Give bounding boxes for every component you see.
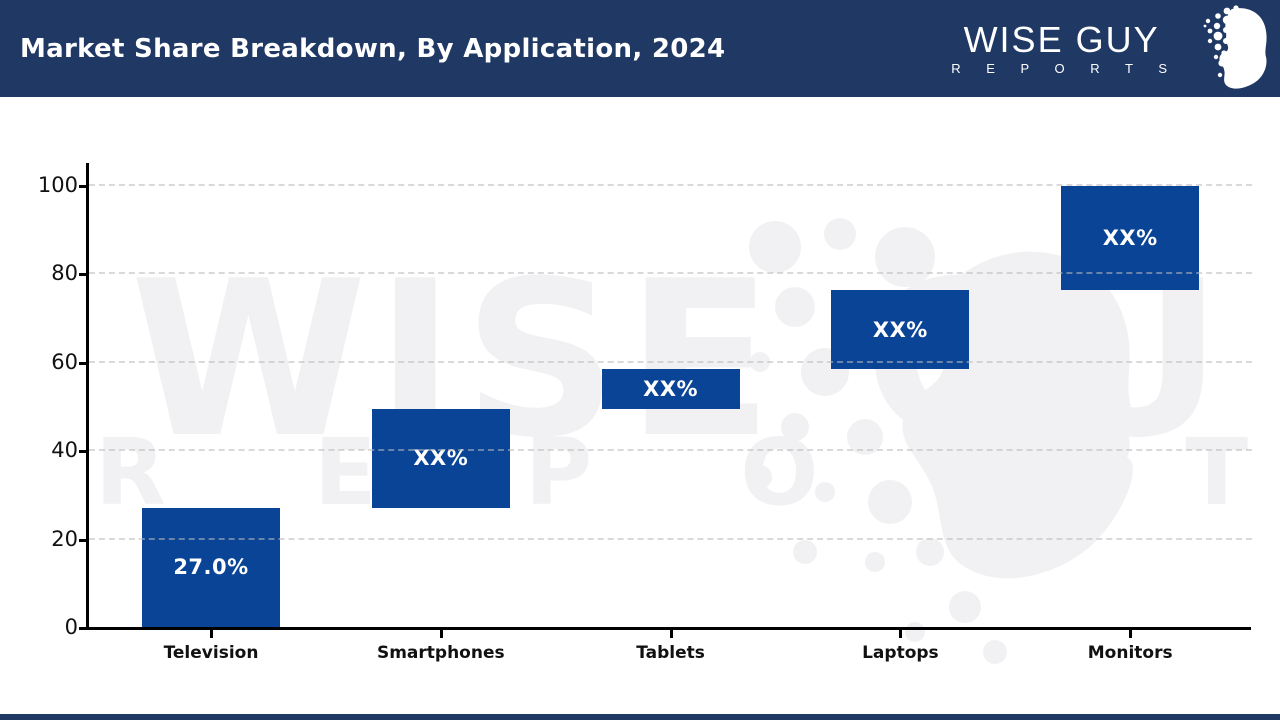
x-axis-line bbox=[86, 627, 1251, 630]
x-tick-mark bbox=[439, 630, 443, 638]
bar-smartphones: XX% bbox=[371, 409, 510, 508]
watermark-subtitle: R E P O R T S bbox=[95, 419, 1280, 526]
header-band: Market Share Breakdown, By Application, … bbox=[0, 0, 1280, 97]
y-tick-label: 40 bbox=[51, 438, 78, 463]
y-tick-label: 60 bbox=[51, 349, 78, 374]
logo-wordmark: WISE GUY bbox=[963, 19, 1160, 60]
y-tick-mark bbox=[79, 185, 86, 188]
y-tick-mark bbox=[79, 538, 86, 542]
x-category-label: Smartphones bbox=[376, 643, 505, 663]
bar-value-label: XX% bbox=[1102, 225, 1158, 250]
bar-monitors: XX% bbox=[1061, 185, 1200, 290]
gridline-y-40 bbox=[89, 449, 1252, 452]
gridline-y-60 bbox=[89, 360, 1252, 363]
y-tick-mark bbox=[79, 273, 86, 277]
y-tick-label: 20 bbox=[51, 526, 78, 551]
y-axis-line bbox=[86, 163, 89, 630]
x-tick-mark bbox=[669, 630, 673, 638]
bar-value-label: XX% bbox=[643, 376, 699, 401]
chart-canvas: WISE GU R E P O R T S 02040608010027.0%T… bbox=[0, 97, 1280, 714]
x-tick-mark bbox=[1129, 630, 1133, 638]
bar-tablets: XX% bbox=[601, 369, 740, 409]
y-tick-mark bbox=[79, 450, 86, 454]
x-tick-mark bbox=[899, 630, 903, 638]
y-tick-label: 80 bbox=[51, 261, 78, 286]
bar-value-label: XX% bbox=[872, 317, 928, 342]
bar-value-label: 27.0% bbox=[173, 555, 249, 580]
logo-text: WISE GUY R E P O R T S bbox=[945, 19, 1178, 76]
y-tick-label: 100 bbox=[37, 173, 78, 197]
x-tick-mark bbox=[210, 630, 213, 638]
bar-laptops: XX% bbox=[831, 290, 970, 370]
x-category-label: Tablets bbox=[636, 643, 705, 663]
y-tick-mark bbox=[79, 361, 86, 365]
x-category-label: Television bbox=[163, 643, 259, 663]
chart-title: Market Share Breakdown, By Application, … bbox=[20, 33, 726, 64]
bar-value-label: XX% bbox=[413, 446, 469, 471]
y-tick-label: 0 bbox=[64, 615, 78, 639]
x-category-label: Monitors bbox=[1087, 643, 1173, 663]
logo-subtitle: R E P O R T S bbox=[951, 61, 1178, 76]
logo-face-icon bbox=[1203, 4, 1267, 89]
x-category-label: Laptops bbox=[862, 643, 939, 663]
y-tick-mark bbox=[79, 627, 86, 630]
wise-guy-reports-logo: WISE GUY R E P O R T S bbox=[945, 3, 1280, 95]
bar-television: 27.0% bbox=[142, 507, 280, 627]
footer-band bbox=[0, 714, 1280, 720]
